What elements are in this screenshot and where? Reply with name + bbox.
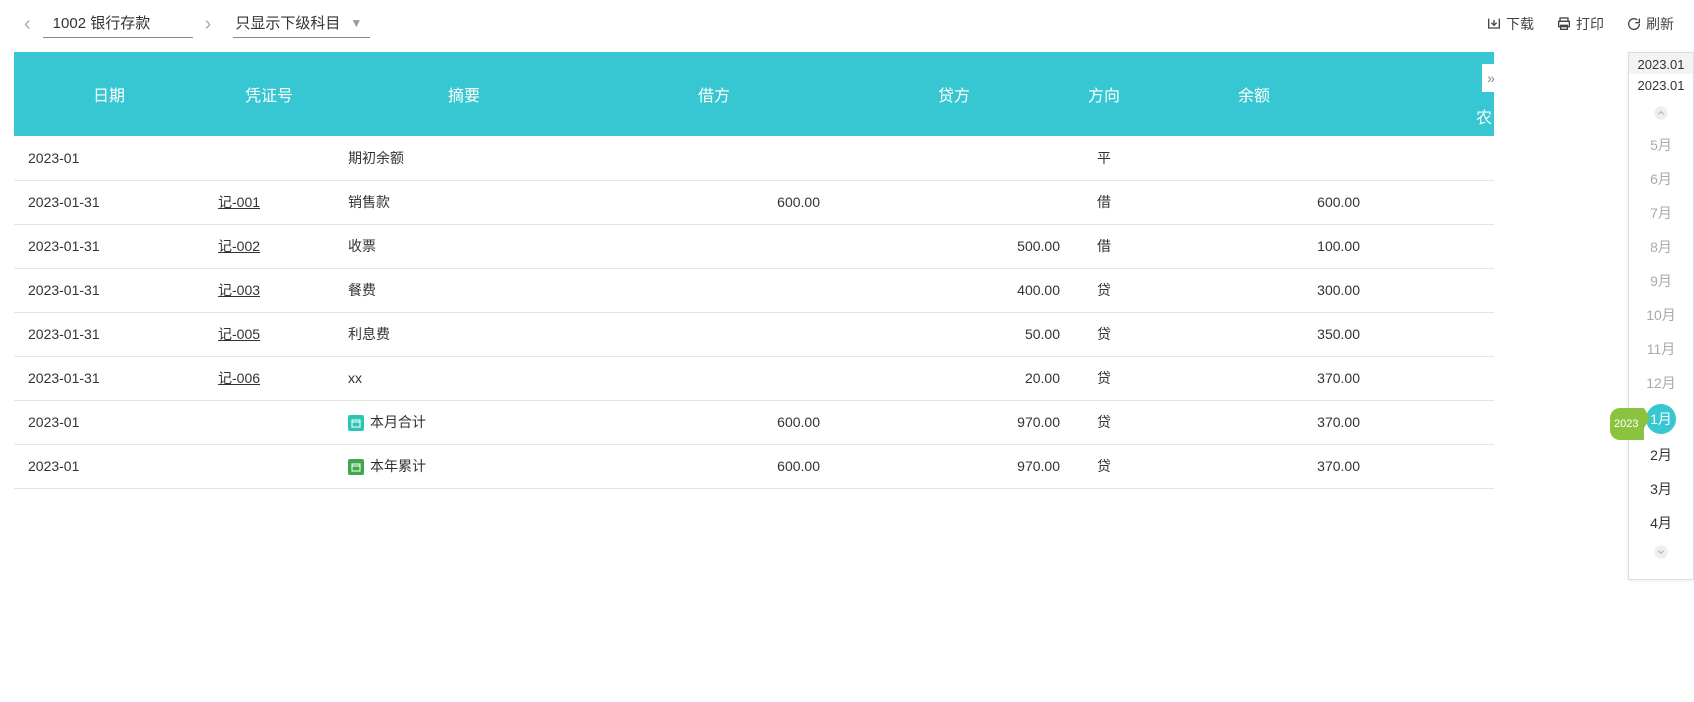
period-from[interactable]: 2023.01 [1629, 53, 1693, 74]
table-row: 2023-01-31记-002收票500.00借100.00 [14, 224, 1494, 268]
month-item[interactable]: 4月 [1629, 506, 1693, 540]
col-direction: 方向 [1074, 52, 1134, 136]
period-to[interactable]: 2023.01 [1629, 74, 1693, 95]
table-row: 2023-01-31记-005利息费50.00贷350.00 [14, 312, 1494, 356]
toolbar-actions: 下载 打印 刷新 [1486, 14, 1674, 34]
col-debit: 借方 [594, 52, 834, 136]
download-icon [1486, 16, 1502, 32]
summary-text: xx [348, 370, 362, 386]
summary-text: 本月合计 [370, 414, 426, 430]
summary-text: 期初余额 [348, 150, 404, 166]
table-row: 2023-01-31记-001销售款600.00借600.00 [14, 180, 1494, 224]
month-item[interactable]: 12月 [1629, 366, 1693, 400]
refresh-button[interactable]: 刷新 [1626, 14, 1674, 34]
ledger-table: 日期 凭证号 摘要 借方 贷方 方向 余额 2023-01期初余额平 2023-0… [14, 52, 1494, 489]
summary-text: 收票 [348, 238, 376, 254]
expand-column-button[interactable]: » [1482, 64, 1500, 92]
month-item[interactable]: 2月 [1629, 438, 1693, 472]
scroll-up-button[interactable] [1653, 101, 1669, 128]
month-item[interactable]: 7月 [1629, 196, 1693, 230]
summary-text: 销售款 [348, 194, 390, 210]
col-date: 日期 [14, 52, 204, 136]
summary-text: 餐费 [348, 282, 376, 298]
col-balance: 余额 [1134, 52, 1374, 136]
month-item[interactable]: 1月2023 [1646, 404, 1676, 434]
filter-dropdown[interactable]: 只显示下级科目 ▼ [233, 10, 370, 38]
month-total-icon [348, 415, 364, 431]
toolbar: ‹ 1002 银行存款 › 只显示下级科目 ▼ 下载 打印 刷新 [0, 0, 1694, 52]
voucher-link[interactable]: 记-003 [218, 282, 260, 298]
table-row: 2023-01期初余额平 [14, 136, 1494, 180]
account-name[interactable]: 1002 银行存款 [43, 10, 193, 38]
year-badge: 2023 [1610, 408, 1644, 440]
summary-text: 本年累计 [370, 458, 426, 474]
voucher-link[interactable]: 记-002 [218, 238, 260, 254]
prev-account-button[interactable]: ‹ [20, 13, 35, 36]
next-account-button[interactable]: › [201, 13, 216, 36]
print-button[interactable]: 打印 [1556, 14, 1604, 34]
chevron-up-icon [1653, 105, 1669, 121]
voucher-link[interactable]: 记-001 [218, 194, 260, 210]
period-panel: 2023.01 2023.01 5月6月7月8月9月10月11月12月 1月202… [1628, 52, 1694, 580]
month-item[interactable]: 9月 [1629, 264, 1693, 298]
summary-text: 利息费 [348, 326, 390, 342]
print-icon [1556, 16, 1572, 32]
month-item[interactable]: 5月 [1629, 128, 1693, 162]
account-selector: ‹ 1002 银行存款 › [20, 10, 215, 38]
month-item[interactable]: 10月 [1629, 298, 1693, 332]
voucher-link[interactable]: 记-006 [218, 370, 260, 386]
refresh-icon [1626, 16, 1642, 32]
extra-column-label: 农 [1476, 104, 1492, 128]
year-total-icon [348, 459, 364, 475]
ledger-table-wrap: » 农 日期 凭证号 摘要 借方 贷方 方向 余额 2023-01期初余额平20… [14, 52, 1494, 489]
month-item[interactable]: 11月 [1629, 332, 1693, 366]
month-item[interactable]: 6月 [1629, 162, 1693, 196]
table-row: 2023-01本年累计600.00970.00贷370.00 [14, 444, 1494, 488]
col-voucher: 凭证号 [204, 52, 334, 136]
table-row: 2023-01-31记-003餐费400.00贷300.00 [14, 268, 1494, 312]
scroll-down-button[interactable] [1653, 540, 1669, 567]
download-button[interactable]: 下载 [1486, 14, 1534, 34]
table-row: 2023-01-31记-006xx20.00贷370.00 [14, 356, 1494, 400]
period-range: 2023.01 2023.01 [1629, 53, 1693, 95]
month-item[interactable]: 8月 [1629, 230, 1693, 264]
table-row: 2023-01本月合计600.00970.00贷370.00 [14, 400, 1494, 444]
chevron-down-icon: ▼ [350, 16, 362, 30]
chevron-down-icon [1653, 544, 1669, 560]
filter-label: 只显示下级科目 [235, 12, 340, 33]
month-item[interactable]: 3月 [1629, 472, 1693, 506]
col-summary: 摘要 [334, 52, 594, 136]
col-credit: 贷方 [834, 52, 1074, 136]
voucher-link[interactable]: 记-005 [218, 326, 260, 342]
